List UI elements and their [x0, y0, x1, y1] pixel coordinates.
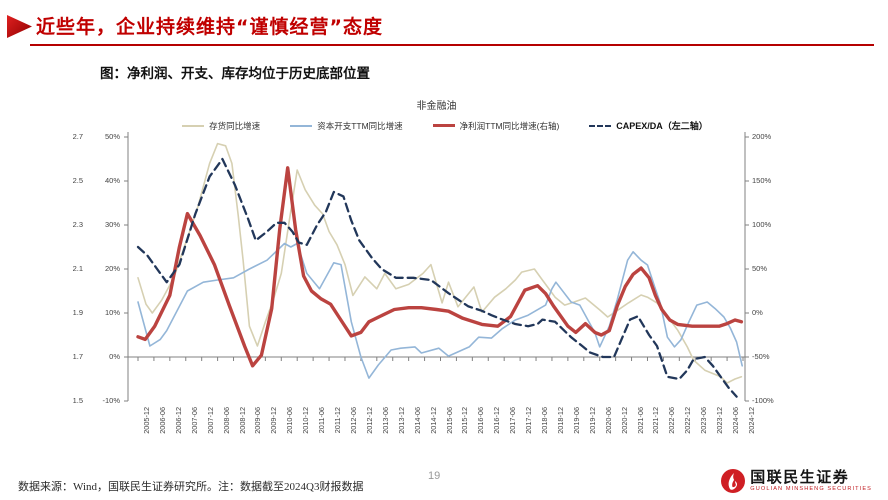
x-axis-label: 2014-06: [412, 407, 422, 434]
logo-flame-icon: [721, 469, 746, 493]
legend-item-1: 资本开支TTM同比增速: [290, 120, 403, 132]
x-axis-label: 2023-06: [699, 407, 709, 434]
legend-swatch-icon: [432, 124, 455, 127]
x-axis-label: 2020-12: [619, 407, 629, 434]
x-axis-label: 2014-12: [428, 407, 438, 434]
y-axis-label-right: 0%: [752, 308, 763, 317]
x-axis-label: 2020-06: [603, 407, 613, 434]
x-axis-label: 2008-12: [237, 407, 247, 434]
x-axis-label: 2021-06: [635, 407, 645, 434]
y-axis-label-left: -10%: [102, 396, 120, 405]
y-axis-label-left2: 1.5: [72, 396, 83, 405]
legend-swatch-icon: [589, 124, 612, 127]
figure-caption: 图：净利润、开支、库存均位于历史底部位置: [100, 66, 370, 81]
y-axis-label-left2: 2.1: [72, 264, 83, 273]
page-title: 近些年，企业持续维持“谨慎经营”态度: [36, 16, 383, 38]
x-axis-label: 2024-12: [747, 407, 756, 434]
x-axis-label: 2008-06: [221, 407, 231, 434]
y-axis-label-left: 10%: [104, 308, 120, 317]
x-axis-label: 2022-06: [667, 407, 677, 434]
y-axis-label-left2: 1.7: [72, 352, 83, 361]
x-axis-label: 2019-06: [571, 407, 581, 434]
series-line-0: [137, 142, 743, 384]
legend-swatch-icon: [290, 124, 313, 127]
x-axis-label: 2011-06: [317, 407, 327, 434]
x-axis-label: 2018-12: [555, 407, 565, 434]
legend-item-2: 净利润TTM同比增速(右轴): [432, 120, 560, 132]
x-axis-label: 2013-06: [380, 407, 390, 434]
legend-label: 净利润TTM同比增速(右轴): [459, 120, 560, 131]
x-axis-label: 2006-12: [173, 407, 183, 434]
y-axis-label-right: -50%: [752, 352, 770, 361]
legend-item-3: CAPEX/DA（左二轴）: [589, 119, 708, 132]
logo-text-en: GUOLIAN MINSHENG SECURITIES: [750, 485, 872, 492]
x-axis-label: 2007-12: [205, 407, 215, 434]
page-number: 19: [428, 470, 441, 482]
x-axis-label: 2018-06: [540, 407, 550, 434]
chart-title: 非金融油: [416, 101, 457, 112]
logo-text: 国联民生证券 GUOLIAN MINSHENG SECURITIES: [750, 470, 872, 493]
x-axis-label: 2024-06: [731, 407, 741, 434]
y-axis-label-right: -100%: [752, 396, 774, 405]
x-axis-label: 2007-06: [189, 407, 199, 434]
legend-label: 资本开支TTM同比增速: [317, 120, 403, 131]
x-axis-label: 2013-12: [396, 407, 406, 434]
x-axis-label: 2019-12: [587, 407, 597, 434]
x-axis-label: 2009-12: [269, 407, 279, 434]
y-axis-label-left: 20%: [104, 264, 120, 273]
x-axis-label: 2010-12: [301, 407, 311, 434]
x-axis-label: 2011-12: [333, 407, 343, 434]
y-axis-label-left: 30%: [104, 220, 120, 229]
logo-text-cn: 国联民生证券: [750, 468, 850, 486]
x-axis-label: 2022-12: [683, 407, 693, 434]
y-axis-label-left2: 2.5: [72, 176, 83, 185]
y-axis-label-right: 150%: [752, 176, 772, 185]
chart-legend: 存货同比增速 资本开支TTM同比增速 净利润TTM同比增速(右轴) CAPEX/DA（…: [115, 119, 775, 132]
x-axis-label: 2005-12: [142, 407, 151, 434]
series-line-3: [136, 157, 738, 398]
series-line-2: [136, 166, 744, 368]
x-axis-label: 2012-12: [364, 407, 374, 434]
header-arrow-icon: [7, 15, 32, 38]
x-axis-label: 2006-06: [157, 407, 167, 434]
x-axis-label: 2021-12: [651, 407, 661, 434]
x-axis-label: 2012-06: [348, 407, 358, 434]
x-axis-label: 2015-06: [444, 407, 454, 434]
x-axis-label: 2017-06: [508, 407, 518, 434]
legend-label: CAPEX/DA（左二轴）: [616, 121, 708, 131]
x-axis-label: 2015-12: [460, 407, 470, 434]
y-axis-label-left2: 2.7: [72, 132, 83, 141]
y-axis-label-right: 100%: [752, 220, 772, 229]
y-axis-label-right: 50%: [752, 264, 768, 273]
plot-area: [124, 132, 749, 402]
company-logo: 国联民生证券 GUOLIAN MINSHENG SECURITIES: [720, 468, 872, 494]
y-axis-label-right: 200%: [752, 132, 772, 141]
legend-swatch-icon: [182, 124, 205, 127]
y-axis-label-left: 50%: [104, 132, 120, 141]
x-axis-label: 2009-06: [253, 407, 263, 434]
y-axis-label-left: 40%: [104, 176, 120, 185]
y-axis-label-left: 0%: [109, 352, 120, 361]
line-chart: 非金融油 存货同比增速 资本开支TTM同比增速 净利润TTM同比增速(右轴) CAPE…: [55, 95, 845, 460]
x-axis-label: 2017-12: [524, 407, 534, 434]
title-rule: [30, 44, 874, 46]
x-axis-label: 2023-12: [715, 407, 725, 434]
source-note: 数据来源：Wind，国联民生证券研究所。注：数据截至2024Q3财报数据: [18, 481, 364, 493]
legend-item-0: 存货同比增速: [182, 120, 260, 132]
x-axis-label: 2010-06: [285, 407, 295, 434]
legend-label: 存货同比增速: [209, 120, 261, 131]
x-axis-label: 2016-06: [476, 407, 486, 434]
y-axis-label-left2: 1.9: [72, 308, 83, 317]
y-axis-label-left2: 2.3: [72, 220, 83, 229]
x-axis-label: 2016-12: [492, 407, 502, 434]
